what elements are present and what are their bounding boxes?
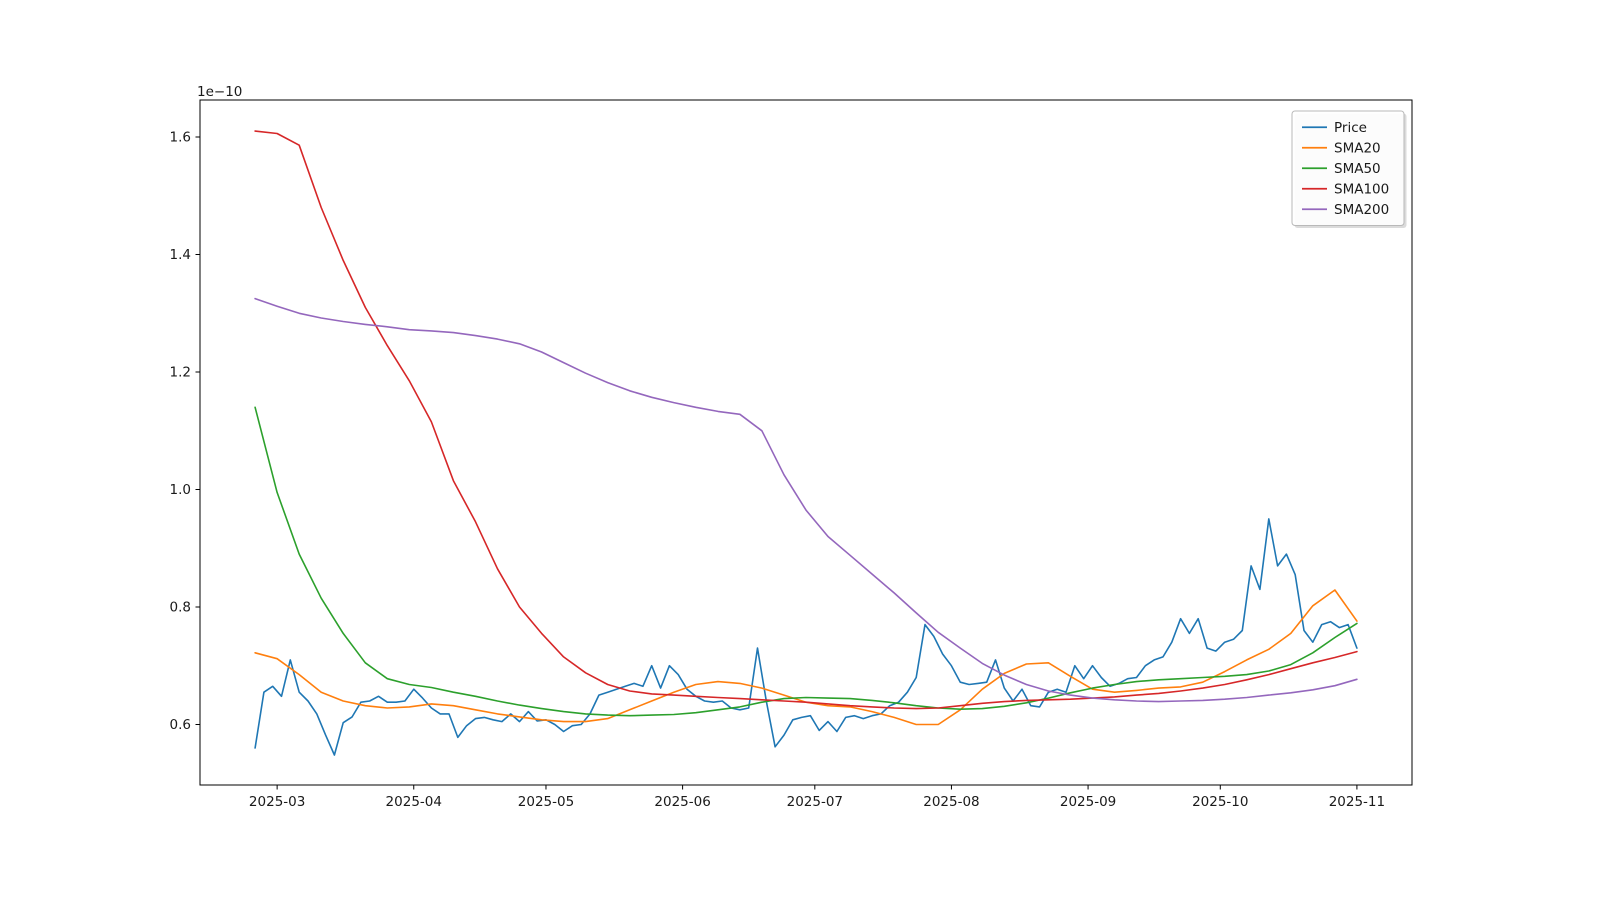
x-tick-label: 2025-08 [923, 794, 979, 810]
y-tick-label: 1.2 [170, 365, 191, 381]
y-tick-label: 1.4 [170, 247, 191, 263]
legend-label-price: Price [1334, 120, 1367, 136]
x-tick-label: 2025-03 [249, 794, 305, 810]
x-tick-label: 2025-10 [1192, 794, 1248, 810]
legend-label-sma200: SMA200 [1334, 202, 1389, 218]
series-line-price [254, 518, 1358, 756]
y-tick-label: 1.6 [170, 130, 191, 146]
y-tick-label: 1.0 [170, 482, 191, 498]
y-tick-label: 0.6 [170, 717, 191, 733]
y-tick-label: 0.8 [170, 599, 191, 615]
x-tick-label: 2025-05 [518, 794, 574, 810]
legend-label-sma100: SMA100 [1334, 181, 1389, 197]
series-line-sma20 [254, 589, 1358, 726]
x-tick-label: 2025-06 [654, 794, 710, 810]
legend: Price SMA20 SMA50 SMA100 SMA200 [1291, 110, 1407, 228]
y-axis-offset-label: 1e−10 [197, 84, 243, 100]
x-tick-label: 2025-04 [386, 794, 442, 810]
legend-label-sma50: SMA50 [1334, 161, 1381, 177]
x-tick-label: 2025-11 [1329, 794, 1385, 810]
x-tick-label: 2025-09 [1060, 794, 1116, 810]
axes-spines [199, 99, 1413, 786]
series-line-sma50 [254, 406, 1358, 717]
series-line-sma200 [254, 297, 1358, 703]
x-tick-label: 2025-07 [787, 794, 843, 810]
legend-frame [1291, 110, 1405, 226]
legend-label-sma20: SMA20 [1334, 140, 1381, 156]
series-line-sma100 [254, 130, 1358, 710]
